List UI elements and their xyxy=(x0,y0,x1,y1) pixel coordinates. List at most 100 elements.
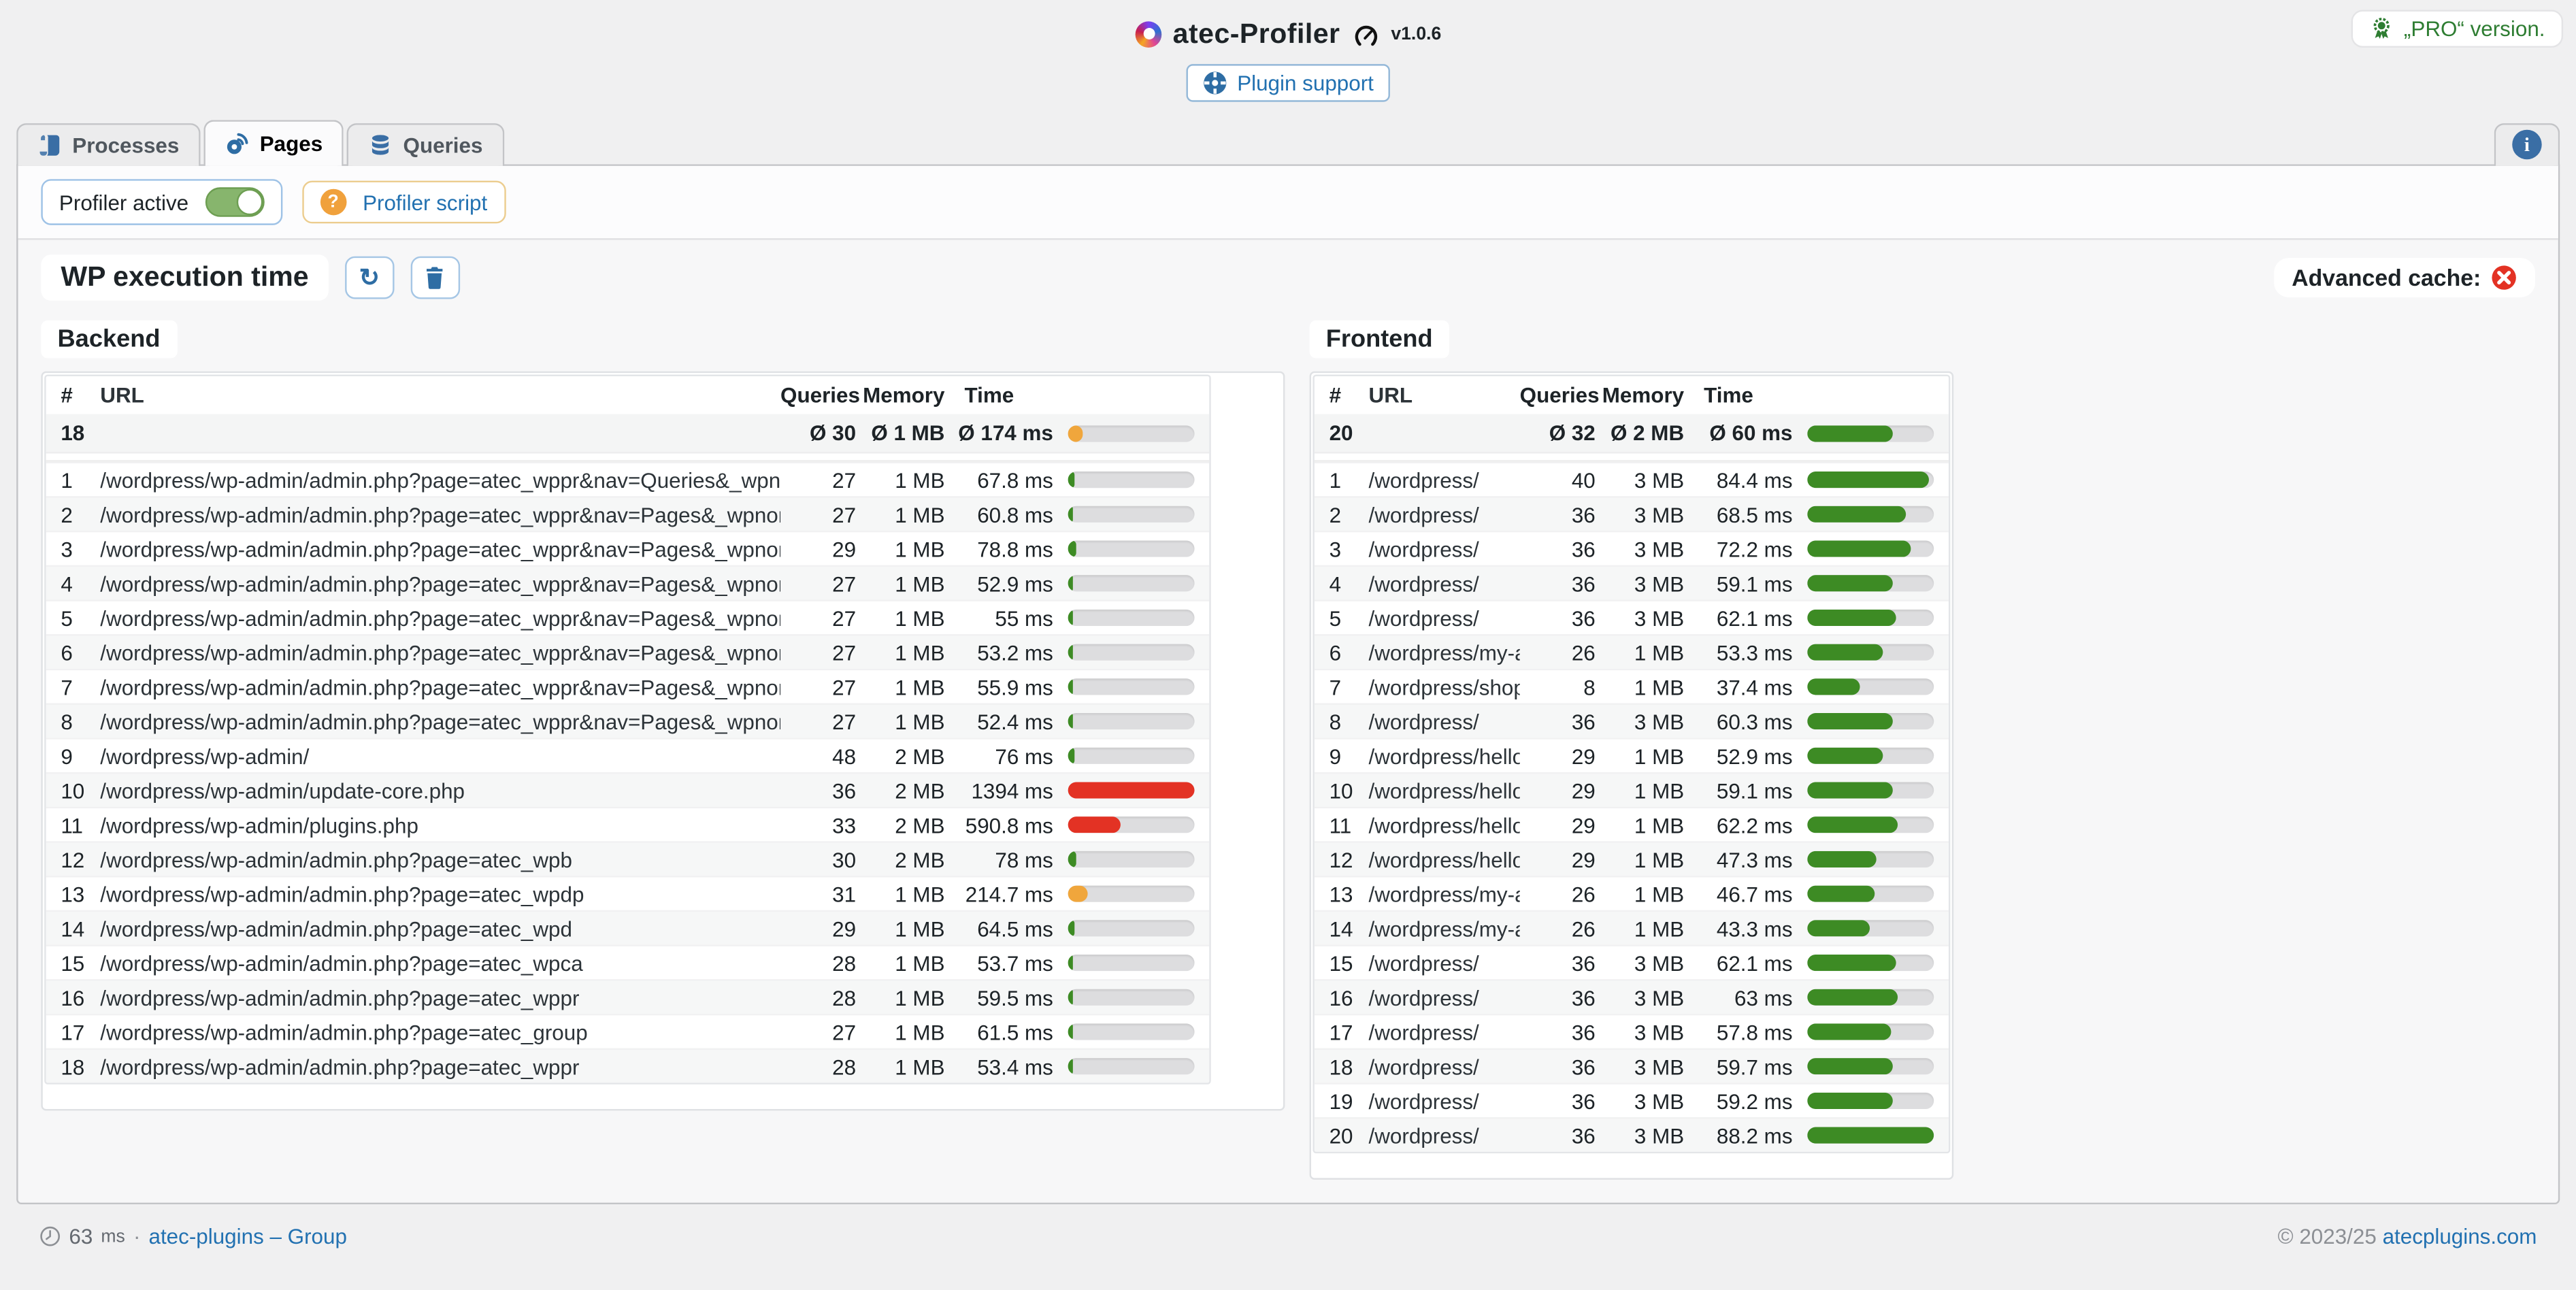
time-bar-track xyxy=(1807,644,1934,661)
cell-time: 53.2 ms xyxy=(977,640,1053,665)
tab-processes[interactable]: Processes xyxy=(16,123,201,166)
cell-queries: 30 xyxy=(832,846,857,872)
blog-icon xyxy=(227,132,248,154)
cell-memory: 3 MB xyxy=(1634,1123,1685,1148)
time-bar-fill xyxy=(1807,506,1906,523)
cell-queries: 48 xyxy=(832,743,857,768)
pro-version-badge[interactable]: „PRO“ version. xyxy=(2351,10,2564,48)
cell-url: /wordpress/wp-admin/update-core.php xyxy=(100,778,465,803)
profiler-active-toggle[interactable] xyxy=(205,187,265,217)
time-bar xyxy=(1807,954,1934,972)
time-bar-fill xyxy=(1807,540,1911,557)
cell-url: /wordpress/hello-world/ xyxy=(1368,812,1520,838)
cell-memory: 1 MB xyxy=(895,916,945,941)
cell-num: 4 xyxy=(61,571,73,596)
col-header-memory: Memory xyxy=(863,382,945,408)
time-bar-track xyxy=(1068,850,1195,868)
cell-time: 53.3 ms xyxy=(1716,640,1793,665)
time-bar-track xyxy=(1068,747,1195,764)
cell-url: /wordpress/wp-admin/admin.php?page=atec_… xyxy=(100,571,780,596)
time-bar xyxy=(1068,644,1195,661)
cell-queries: 36 xyxy=(1571,605,1596,631)
time-bar-track xyxy=(1807,1023,1934,1040)
time-bar-fill xyxy=(1807,1058,1894,1075)
cell-url: /wordpress/wp-admin/admin.php?page=atec_… xyxy=(100,1054,580,1079)
time-bar xyxy=(1807,1023,1934,1040)
table-row: 19/wordpress/36 3 MB 59.2 ms xyxy=(1314,1082,1949,1117)
time-bar-track xyxy=(1068,506,1195,523)
tab-queries-label: Queries xyxy=(403,132,483,157)
col-header-url: URL xyxy=(1368,382,1413,408)
table-row: 15/wordpress/wp-admin/admin.php?page=ate… xyxy=(46,944,1210,980)
cell-num: 13 xyxy=(1329,881,1353,906)
cell-time: 76 ms xyxy=(995,743,1053,768)
cell-num: 4 xyxy=(1329,571,1342,596)
tab-queries[interactable]: Queries xyxy=(347,123,504,166)
title-row: atec-Profiler v1.0.6 xyxy=(0,16,2576,52)
time-bar xyxy=(1068,506,1195,523)
time-bar-track xyxy=(1807,954,1934,972)
cell-num: 1 xyxy=(61,467,73,493)
cell-num: 12 xyxy=(61,846,85,872)
cell-num: 1 xyxy=(1329,467,1342,493)
cell-queries: 36 xyxy=(832,778,857,803)
cell-num: 5 xyxy=(61,605,73,631)
time-bar xyxy=(1068,472,1195,489)
cell-time: 57.8 ms xyxy=(1716,1019,1793,1044)
cell-memory: 1 MB xyxy=(895,674,945,699)
time-bar-fill xyxy=(1068,472,1074,489)
frontend-table-card: # URL Queries Memory Time 20 Ø 32 Ø 2 MB Ø 60 ms… xyxy=(1309,371,1954,1180)
cell-url: /wordpress/ xyxy=(1368,1019,1479,1044)
tab-processes-label: Processes xyxy=(72,132,180,157)
cell-time: 59.1 ms xyxy=(1716,571,1793,596)
time-bar xyxy=(1807,1092,1934,1109)
table-row: 9/wordpress/hello-world/29 1 MB 52.9 ms xyxy=(1314,738,1949,772)
cell-time: 64.5 ms xyxy=(977,916,1053,941)
time-bar-track xyxy=(1807,425,1934,442)
time-bar-fill xyxy=(1068,678,1074,695)
profiler-script-button[interactable]: ? Profiler script xyxy=(301,180,506,224)
cell-memory: 3 MB xyxy=(1634,1054,1685,1079)
cell-url: /wordpress/wp-admin/admin.php?page=atec_… xyxy=(100,640,780,665)
cell-time: 52.9 ms xyxy=(1716,743,1793,768)
time-bar xyxy=(1068,425,1195,442)
cell-url: /wordpress/ xyxy=(1368,708,1479,734)
table-row: 1/wordpress/wp-admin/admin.php?page=atec… xyxy=(46,461,1210,497)
table-row: 5/wordpress/36 3 MB 62.1 ms xyxy=(1314,599,1949,634)
time-bar-fill xyxy=(1807,885,1875,902)
cell-queries: 27 xyxy=(832,605,857,631)
time-bar-fill xyxy=(1807,782,1892,799)
cell-memory: 3 MB xyxy=(1634,950,1685,976)
cell-num: 10 xyxy=(1329,778,1353,803)
cell-time: 55 ms xyxy=(995,605,1053,631)
cell-url: /wordpress/wp-admin/admin.php?page=atec_… xyxy=(100,605,780,631)
time-bar-track xyxy=(1807,609,1934,627)
delete-button[interactable] xyxy=(410,256,460,299)
cell-memory: 3 MB xyxy=(1634,571,1685,596)
summary-row: 18 Ø 30 Ø 1 MB Ø 174 ms xyxy=(46,414,1210,452)
col-header-num: # xyxy=(61,382,73,408)
backend-title: Backend xyxy=(41,320,177,359)
time-bar xyxy=(1068,989,1195,1006)
tab-info[interactable]: i xyxy=(2494,123,2560,166)
time-bar-fill xyxy=(1807,425,1894,442)
toggle-knob xyxy=(236,188,263,216)
time-bar-fill xyxy=(1807,713,1894,730)
support-row: Plugin support xyxy=(0,64,2576,102)
time-bar-fill xyxy=(1807,609,1896,627)
footer-site-link[interactable]: atecplugins.com xyxy=(2382,1224,2537,1249)
cell-url: /wordpress/my-account/ xyxy=(1368,881,1520,906)
table-row: 7/wordpress/shop/8 1 MB 37.4 ms xyxy=(1314,668,1949,704)
tab-pages[interactable]: Pages xyxy=(203,120,344,166)
refresh-button[interactable]: ↻ xyxy=(344,256,395,299)
time-bar-track xyxy=(1807,540,1934,557)
time-bar xyxy=(1068,954,1195,972)
col-header-queries: Queries xyxy=(1519,382,1600,408)
cell-queries: 36 xyxy=(1571,1019,1596,1044)
time-bar-fill xyxy=(1807,816,1898,833)
cell-queries: 27 xyxy=(832,708,857,734)
plugin-support-button[interactable]: Plugin support xyxy=(1186,64,1391,102)
footer-group-link[interactable]: atec-plugins – Group xyxy=(148,1224,347,1249)
cell-url: /wordpress/wp-admin/admin.php?page=atec_… xyxy=(100,708,780,734)
cell-url: /wordpress/ xyxy=(1368,467,1479,493)
